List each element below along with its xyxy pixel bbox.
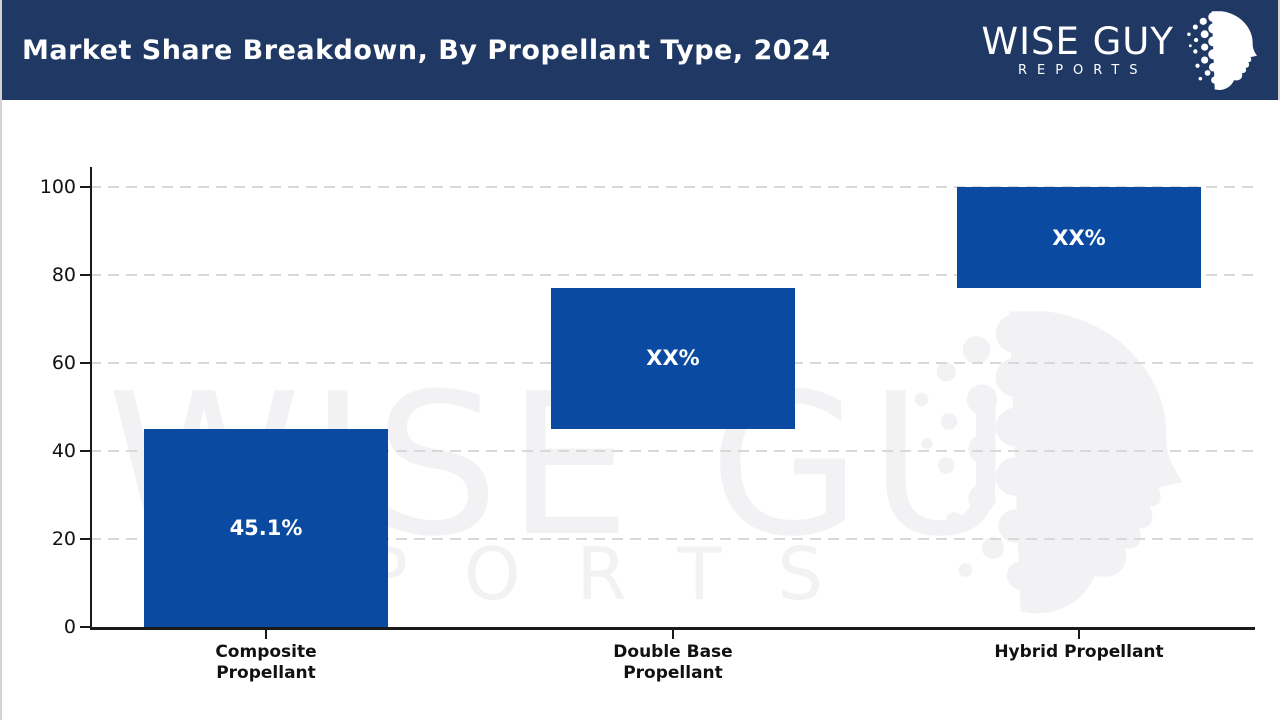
x-axis-tick (672, 630, 674, 639)
header-bar: Market Share Breakdown, By Propellant Ty… (2, 0, 1278, 100)
y-tick-label: 100 (39, 176, 76, 198)
plot-region: 0 20 40 60 80 100 45.1% Composite Propellant XX%… (2, 100, 1280, 720)
bar-value-label: XX% (646, 346, 700, 371)
y-axis-tick (80, 626, 90, 628)
y-axis-tick (80, 362, 90, 364)
brand-name: WISE GUY (981, 19, 1174, 63)
x-category-label: Hybrid Propellant (994, 642, 1164, 662)
y-axis-line (90, 167, 92, 629)
x-category-label: Double Base Propellant (613, 642, 733, 684)
page-title: Market Share Breakdown, By Propellant Ty… (22, 34, 831, 66)
brand-head-icon (1176, 6, 1262, 94)
y-gridline (90, 274, 1255, 276)
chart-area: WISE GUY REPORTS 0 20 40 60 80 100 45.1% Compos… (2, 100, 1280, 720)
x-axis-tick (265, 630, 267, 639)
bar-composite-propellant (144, 428, 388, 627)
x-axis-line (90, 627, 1255, 630)
y-axis-tick (80, 538, 90, 540)
bar-value-label: XX% (1052, 225, 1106, 250)
bar-double-base-propellant (551, 288, 795, 429)
y-tick-label: 60 (51, 352, 76, 374)
y-tick-label: 80 (51, 264, 76, 286)
y-tick-label: 0 (63, 616, 76, 638)
bar-hybrid-propellant (957, 187, 1201, 289)
y-gridline (90, 186, 1255, 188)
y-axis-tick (80, 186, 90, 188)
y-tick-label: 20 (51, 528, 76, 550)
brand-logo-text: WISE GUY REPORTS (982, 23, 1174, 78)
y-axis-tick (80, 450, 90, 452)
y-gridline (90, 450, 1255, 452)
brand-subtitle: REPORTS (1017, 62, 1148, 78)
brand-logo: WISE GUY REPORTS (982, 6, 1262, 94)
y-axis-tick (80, 274, 90, 276)
y-gridline (90, 538, 1255, 540)
bar-value-label: 45.1% (229, 515, 303, 540)
x-axis-tick (1078, 630, 1080, 639)
x-category-label: Composite Propellant (215, 642, 317, 684)
y-tick-label: 40 (51, 440, 76, 462)
